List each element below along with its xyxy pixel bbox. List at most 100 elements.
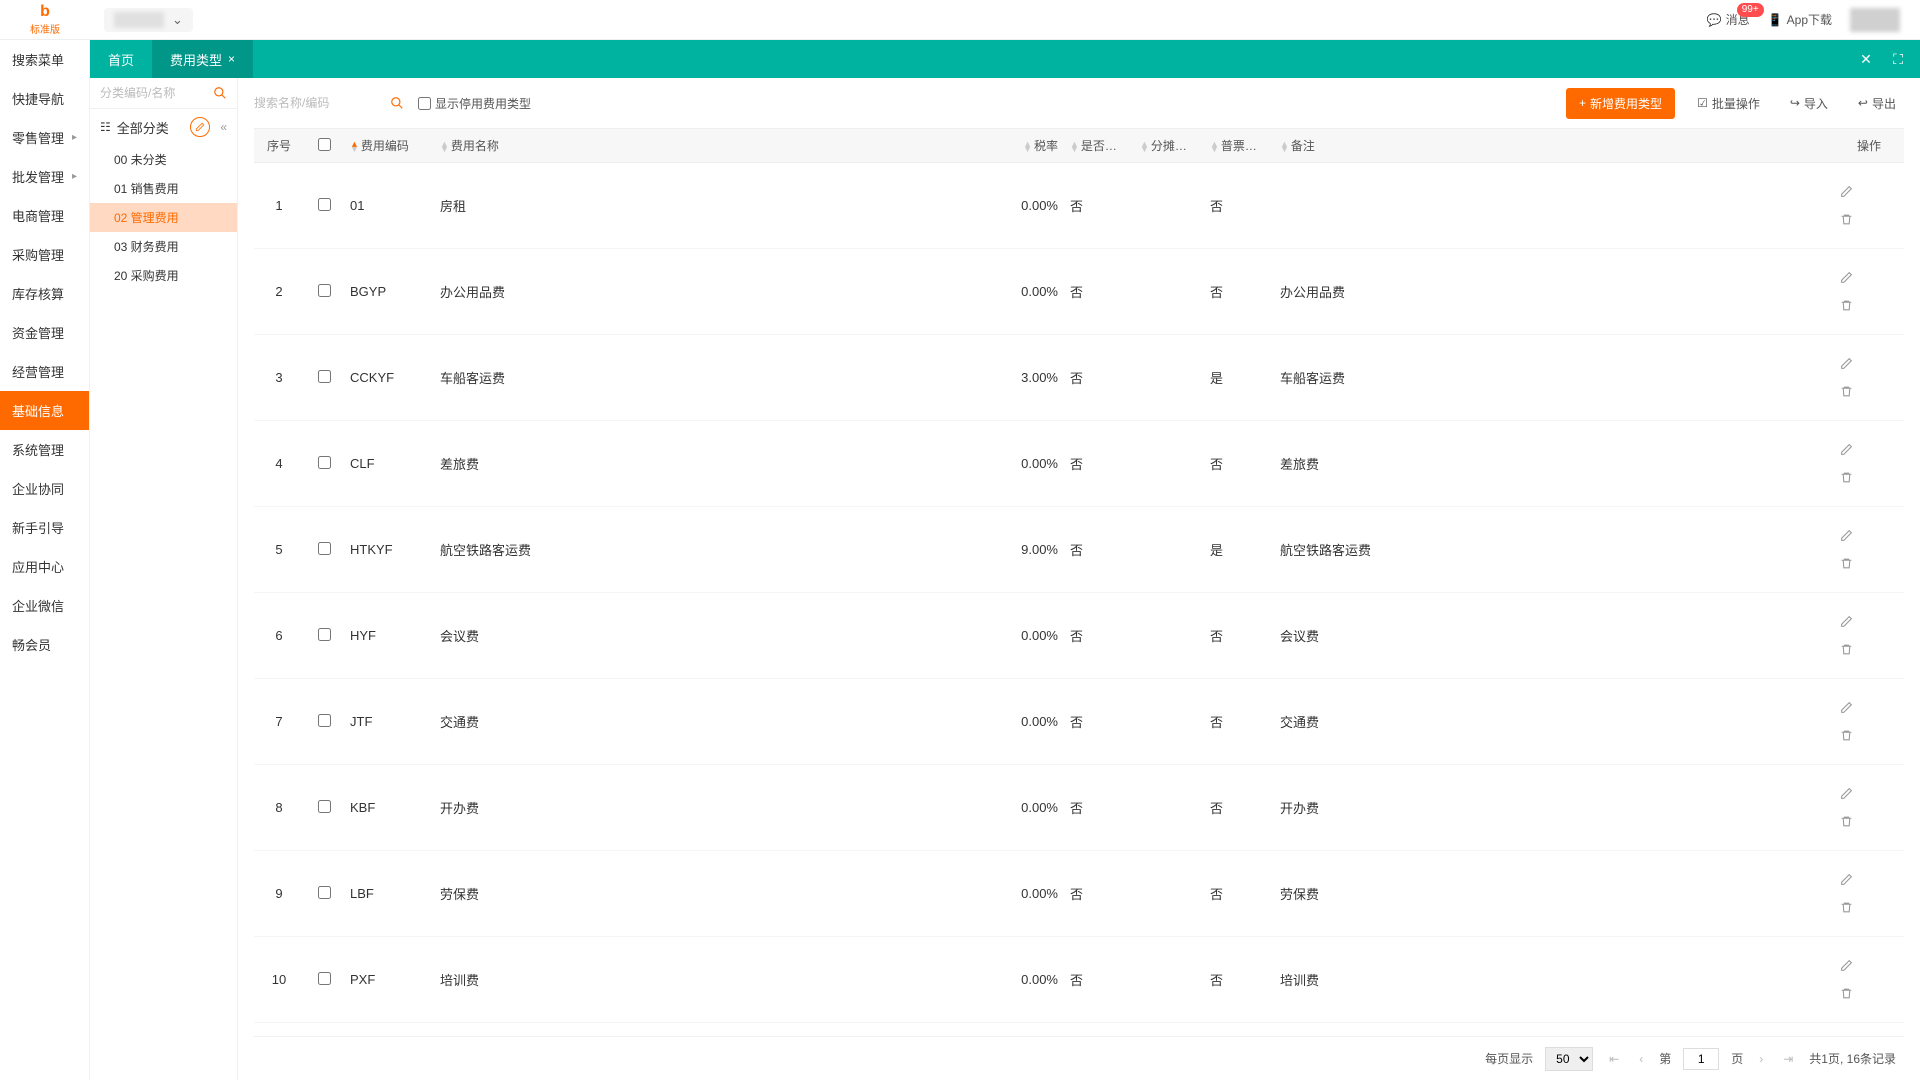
edit-icon[interactable]	[1840, 185, 1898, 198]
search-icon[interactable]	[390, 96, 404, 110]
table-row[interactable]: 8KBF开办费0.00%否否开办费	[254, 765, 1904, 851]
app-download-button[interactable]: 📱 App下载	[1768, 11, 1832, 28]
delete-icon[interactable]	[1840, 385, 1898, 398]
col-remark[interactable]: ▲▼备注	[1274, 129, 1834, 163]
col-seq[interactable]: 序号	[254, 129, 304, 163]
first-page-button[interactable]: ⇤	[1605, 1050, 1623, 1068]
cell-checkbox[interactable]	[304, 679, 344, 765]
select-all-checkbox[interactable]	[318, 138, 331, 151]
edit-icon[interactable]	[1840, 701, 1898, 714]
import-button[interactable]: ↪ 导入	[1782, 89, 1836, 118]
add-button[interactable]: + 新增费用类型	[1566, 88, 1675, 119]
close-all-tabs-button[interactable]: ✕	[1854, 47, 1878, 71]
table-row[interactable]: 2BGYP办公用品费0.00%否否办公用品费	[254, 249, 1904, 335]
delete-icon[interactable]	[1840, 901, 1898, 914]
table-row[interactable]: 7JTF交通费0.00%否否交通费	[254, 679, 1904, 765]
category-item[interactable]: 20 采购费用	[90, 261, 237, 290]
category-item[interactable]: 01 销售费用	[90, 174, 237, 203]
cell-checkbox[interactable]	[304, 335, 344, 421]
show-disabled-input[interactable]	[418, 97, 431, 110]
prev-page-button[interactable]: ‹	[1635, 1050, 1647, 1068]
sidebar-item[interactable]: 新手引导	[0, 508, 89, 547]
search-icon[interactable]	[213, 86, 227, 100]
batch-button[interactable]: ☑ 批量操作	[1689, 89, 1768, 118]
sidebar-item[interactable]: 库存核算	[0, 274, 89, 313]
category-item[interactable]: 00 未分类	[90, 145, 237, 174]
edit-icon[interactable]	[1840, 615, 1898, 628]
cell-checkbox[interactable]	[304, 163, 344, 249]
category-search-input[interactable]	[100, 86, 213, 100]
sidebar-item[interactable]: 系统管理	[0, 430, 89, 469]
table-row[interactable]: 10PXF培训费0.00%否否培训费	[254, 937, 1904, 1023]
row-checkbox[interactable]	[318, 370, 331, 383]
close-tab-icon[interactable]: ×	[228, 52, 235, 66]
sidebar-item[interactable]: 资金管理	[0, 313, 89, 352]
sidebar-item[interactable]: 电商管理	[0, 196, 89, 235]
delete-icon[interactable]	[1840, 987, 1898, 1000]
per-page-select[interactable]: 50	[1545, 1047, 1593, 1071]
category-all[interactable]: ☷ 全部分类 «	[90, 109, 237, 145]
company-selector[interactable]: ⌄	[104, 8, 193, 32]
table-row[interactable]: 11SDF水电费0.00%否否水电费	[254, 1023, 1904, 1037]
delete-icon[interactable]	[1840, 471, 1898, 484]
edit-icon[interactable]	[1840, 873, 1898, 886]
next-page-button[interactable]: ›	[1755, 1050, 1767, 1068]
sidebar-item[interactable]: 批发管理▸	[0, 157, 89, 196]
delete-icon[interactable]	[1840, 557, 1898, 570]
row-checkbox[interactable]	[318, 800, 331, 813]
tab[interactable]: 费用类型×	[152, 40, 253, 78]
export-button[interactable]: ↩ 导出	[1850, 89, 1904, 118]
cell-checkbox[interactable]	[304, 593, 344, 679]
cell-checkbox[interactable]	[304, 421, 344, 507]
sidebar-item[interactable]: 企业协同	[0, 469, 89, 508]
last-page-button[interactable]: ⇥	[1779, 1050, 1797, 1068]
edit-icon[interactable]	[1840, 959, 1898, 972]
messages-button[interactable]: 💬 消息 99+	[1707, 11, 1750, 28]
cell-checkbox[interactable]	[304, 851, 344, 937]
col-checkbox[interactable]	[304, 129, 344, 163]
category-item[interactable]: 02 管理费用	[90, 203, 237, 232]
row-checkbox[interactable]	[318, 972, 331, 985]
row-checkbox[interactable]	[318, 284, 331, 297]
row-checkbox[interactable]	[318, 542, 331, 555]
sidebar-item[interactable]: 企业微信	[0, 586, 89, 625]
collapse-panel-button[interactable]: «	[220, 120, 227, 134]
row-checkbox[interactable]	[318, 714, 331, 727]
table-row[interactable]: 3CCKYF车船客运费3.00%否是车船客运费	[254, 335, 1904, 421]
table-row[interactable]: 5HTKYF航空铁路客运费9.00%否是航空铁路客运费	[254, 507, 1904, 593]
delete-icon[interactable]	[1840, 299, 1898, 312]
cell-checkbox[interactable]	[304, 765, 344, 851]
col-code[interactable]: ▲▼费用编码	[344, 129, 434, 163]
edit-icon[interactable]	[1840, 529, 1898, 542]
cell-checkbox[interactable]	[304, 1023, 344, 1037]
table-search-input[interactable]	[254, 96, 390, 110]
user-avatar[interactable]	[1850, 8, 1900, 32]
row-checkbox[interactable]	[318, 886, 331, 899]
row-checkbox[interactable]	[318, 628, 331, 641]
fullscreen-button[interactable]: ⛶	[1886, 47, 1910, 71]
edit-category-button[interactable]	[190, 117, 210, 137]
col-rate[interactable]: ▲▼税率	[994, 129, 1064, 163]
col-bool1[interactable]: ▲▼是否…	[1064, 129, 1134, 163]
table-row[interactable]: 101房租0.00%否否	[254, 163, 1904, 249]
table-row[interactable]: 6HYF会议费0.00%否否会议费	[254, 593, 1904, 679]
sidebar-item[interactable]: 应用中心	[0, 547, 89, 586]
sidebar-item[interactable]: 经营管理	[0, 352, 89, 391]
col-name[interactable]: ▲▼费用名称	[434, 129, 994, 163]
col-allocation[interactable]: ▲▼分摊…	[1134, 129, 1204, 163]
table-row[interactable]: 4CLF差旅费0.00%否否差旅费	[254, 421, 1904, 507]
sidebar-item[interactable]: 基础信息	[0, 391, 89, 430]
sidebar-item[interactable]: 搜索菜单	[0, 40, 89, 79]
delete-icon[interactable]	[1840, 815, 1898, 828]
delete-icon[interactable]	[1840, 643, 1898, 656]
delete-icon[interactable]	[1840, 213, 1898, 226]
edit-icon[interactable]	[1840, 443, 1898, 456]
cell-checkbox[interactable]	[304, 507, 344, 593]
show-disabled-checkbox[interactable]: 显示停用费用类型	[418, 95, 531, 112]
cell-checkbox[interactable]	[304, 937, 344, 1023]
edit-icon[interactable]	[1840, 271, 1898, 284]
sidebar-item[interactable]: 快捷导航	[0, 79, 89, 118]
tab[interactable]: 首页	[90, 40, 152, 78]
row-checkbox[interactable]	[318, 456, 331, 469]
table-row[interactable]: 9LBF劳保费0.00%否否劳保费	[254, 851, 1904, 937]
